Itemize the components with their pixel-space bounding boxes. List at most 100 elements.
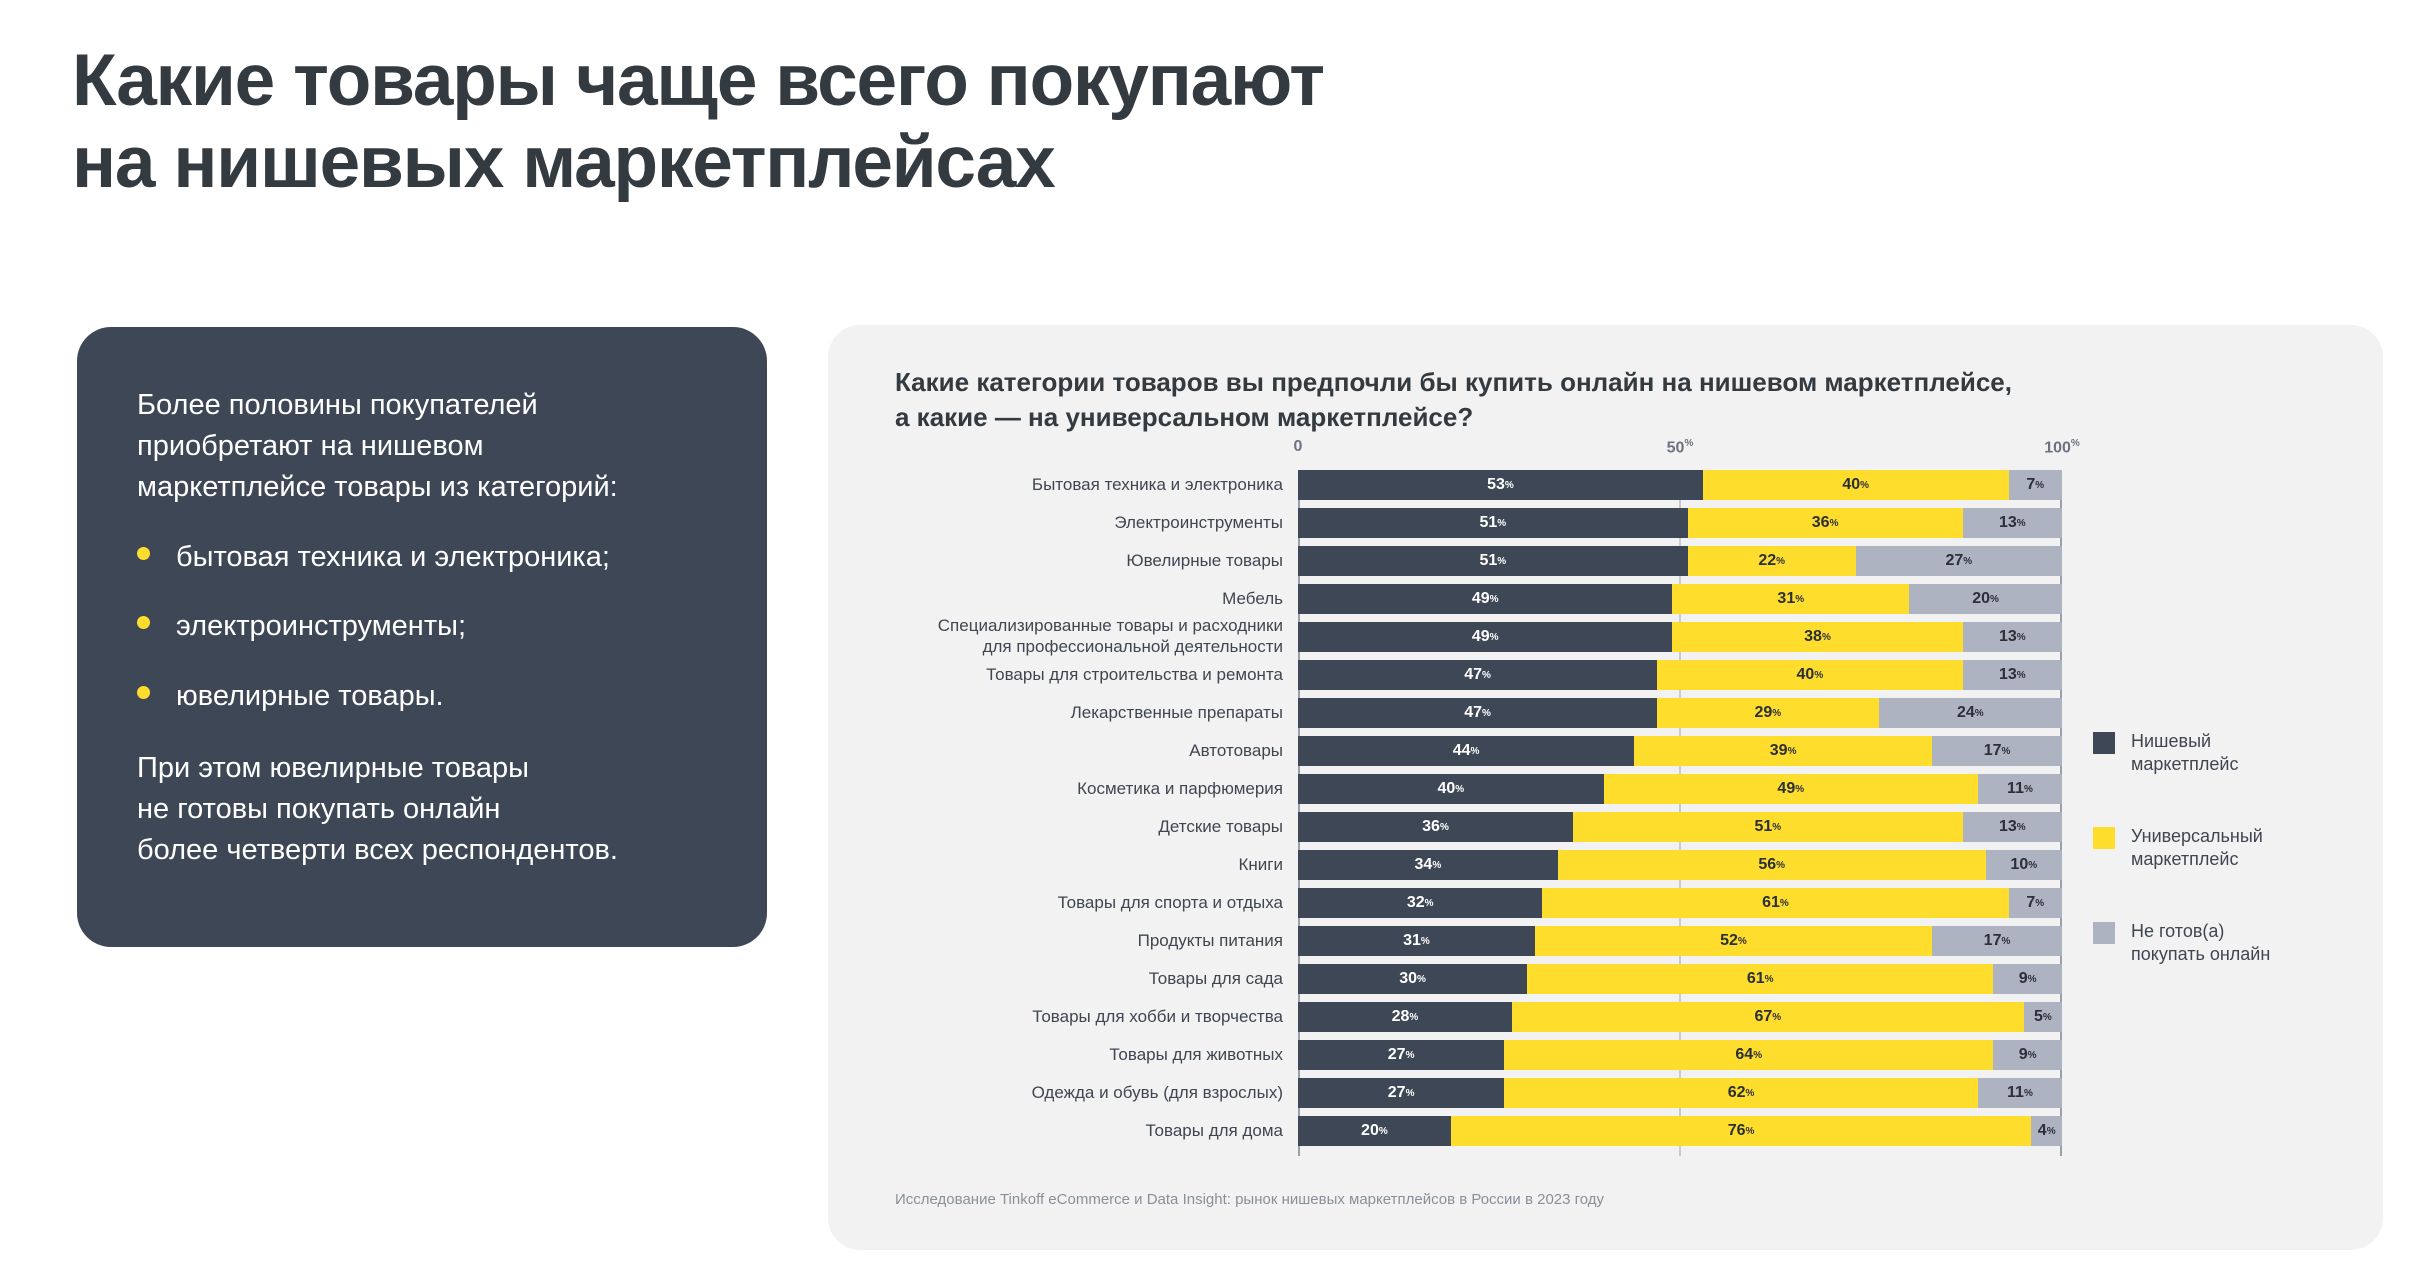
chart-bar-value: 53 [1487,476,1505,493]
chart-bar-segment-universal: 39% [1634,736,1933,766]
chart-bar-row: 44% 39% 17% [1298,736,2062,766]
chart-bar-value-suffix: % [1974,707,1984,719]
info-panel-tail: При этом ювелирные товары не готовы поку… [137,751,618,866]
chart-bar-row: 51% 36% 13% [1298,508,2062,538]
chart-bar-segment-notready: 9% [1993,964,2062,994]
bullet-dot-icon [137,546,150,560]
chart-bar-segment-universal: 38% [1672,622,1963,652]
chart-category-label: Книги [1238,855,1283,874]
chart-bar-segment-niche: 27% [1298,1078,1505,1108]
chart-bar-value-suffix: % [2042,1011,2052,1023]
chart-bar-row: 34% 56% 10% [1298,850,2062,880]
chart-bar-segment-notready: 17% [1932,926,2062,956]
chart-bar-value: 49 [1777,780,1796,797]
axis-tick-label: 0 [1294,438,1303,456]
chart-bar-segment-niche: 47% [1298,660,1658,690]
axis-tick-label: 100% [2044,438,2080,457]
page-title: Какие товары чаще всего покупают на нише… [72,40,1325,203]
chart-bar-segment-universal: 76% [1450,1116,2032,1146]
chart-bar-value-suffix: % [2023,783,2033,795]
info-panel-lead: Более половины покупателей приобретают н… [137,389,618,504]
chart-bar-segment-universal: 64% [1504,1040,1994,1070]
chart-bar-row: 30% 61% 9% [1298,964,2062,994]
chart-bar-value-suffix: % [2027,1049,2037,1061]
chart-bar-segment-niche: 28% [1298,1002,1512,1032]
chart-bar-value: 56 [1758,856,1777,873]
info-panel-bullet-label: бытовая техника и электроника; [176,540,610,573]
chart-bar-value: 4 [2037,1122,2047,1139]
info-panel-bullet: электроинструменты; [137,608,707,646]
chart-bar-value-suffix: % [1504,479,1514,491]
chart-bar-value: 11 [2007,1084,2024,1101]
chart-bar-segment-notready: 27% [1855,546,2062,576]
chart-category-label: Бытовая техника и электроника [1031,475,1283,494]
chart-category-label: Товары для дома [1145,1121,1284,1140]
chart-bar-value: 44 [1452,742,1471,759]
chart-category-label: Товары для хобби и творчества [1032,1007,1283,1026]
chart-bar-value: 67 [1754,1008,1773,1025]
chart-bar-value: 49 [1471,628,1490,645]
chart-bar-value-suffix: % [1489,631,1499,643]
chart-bar-value-suffix: % [1405,1049,1415,1061]
info-panel-bullet-list: бытовая техника и электроника; электроинс… [137,539,707,716]
chart-bar-value-suffix: % [1764,973,1774,985]
chart-bar-value-suffix: % [1776,859,1786,871]
chart-bar-value: 29 [1754,704,1773,721]
chart-bar-value-suffix: % [1409,1011,1419,1023]
chart-bar-segment-universal: 62% [1504,1078,1978,1108]
chart-bar-value-suffix: % [1963,555,1973,567]
chart-bar-segment-universal: 61% [1542,888,2009,918]
chart-bar-value-suffix: % [1489,593,1499,605]
chart-bar-value: 31 [1777,590,1796,607]
chart-bar-row: 47% 29% 24% [1298,698,2062,728]
info-panel-bullet: ювелирные товары. [137,678,707,716]
chart-bar-value-suffix: % [2027,973,2037,985]
chart-bar-value: 13 [1998,628,2017,645]
chart-bar-row: 40% 49% 11% [1298,774,2062,804]
chart-bar-value: 10 [2010,856,2029,873]
chart-category-label: Автотовары [1189,741,1283,760]
chart-bar-value-suffix: % [1424,897,1434,909]
chart-bar-value-suffix: % [1772,1011,1782,1023]
chart-bar-value-suffix: % [1795,783,1805,795]
chart-bar-segment-niche: 27% [1298,1040,1505,1070]
chart-bar-row: 51% 22% 27% [1298,546,2062,576]
chart-bar-value-suffix: % [1814,669,1824,681]
chart-bar-segment-notready: 17% [1932,736,2062,766]
chart-bar-value-suffix: % [1787,745,1797,757]
chart-question: Какие категории товаров вы предпочли бы … [895,367,2012,433]
chart-category-label: Электроинструменты [1114,513,1283,532]
chart-bar-value: 51 [1479,514,1498,531]
chart-bar-value: 13 [1998,666,2017,683]
chart-bar-segment-notready: 13% [1962,622,2062,652]
chart-bar-value-suffix: % [2035,479,2045,491]
chart-bar-segment-niche: 31% [1298,926,1535,956]
chart-bar-segment-notready: 11% [1977,774,2062,804]
chart-bar-value: 36 [1811,514,1830,531]
chart-legend-item[interactable]: Универсальный маркетплейс [2093,825,2343,872]
chart-bar-segment-universal: 56% [1557,850,1986,880]
chart-legend-item[interactable]: Не готов(а) покупать онлайн [2093,920,2343,967]
info-panel-bullet-label: электроинструменты; [176,610,466,643]
bullet-dot-icon [137,685,150,699]
chart-bar-segment-notready: 5% [2023,1002,2062,1032]
chart-bar-value-suffix: % [2016,631,2026,643]
chart-bar-segment-niche: 30% [1298,964,1528,994]
chart-legend-item[interactable]: Нишевый маркетплейс [2093,730,2343,777]
chart-bar-value: 11 [2007,780,2024,797]
chart-bar-row: 49% 38% 13% [1298,622,2062,652]
chart-bar-value-suffix: % [1405,1087,1415,1099]
chart-bar-value-suffix: % [1990,593,1999,605]
chart-bar-segment-niche: 47% [1298,698,1658,728]
chart-category-label-column: Бытовая техника и электроника Электроинст… [858,470,1283,1156]
chart-bar-value-suffix: % [1745,1087,1755,1099]
chart-bar-segment-niche: 44% [1298,736,1635,766]
chart-bar-segment-universal: 67% [1511,1002,2024,1032]
chart-bar-value: 13 [1998,818,2017,835]
chart-bar-segment-universal: 31% [1672,584,1910,614]
chart-bar-value-suffix: % [2016,669,2026,681]
chart-bar-segment-notready: 13% [1962,812,2062,842]
chart-category-label: Детские товары [1158,817,1283,836]
chart-bar-value: 64 [1735,1046,1754,1063]
